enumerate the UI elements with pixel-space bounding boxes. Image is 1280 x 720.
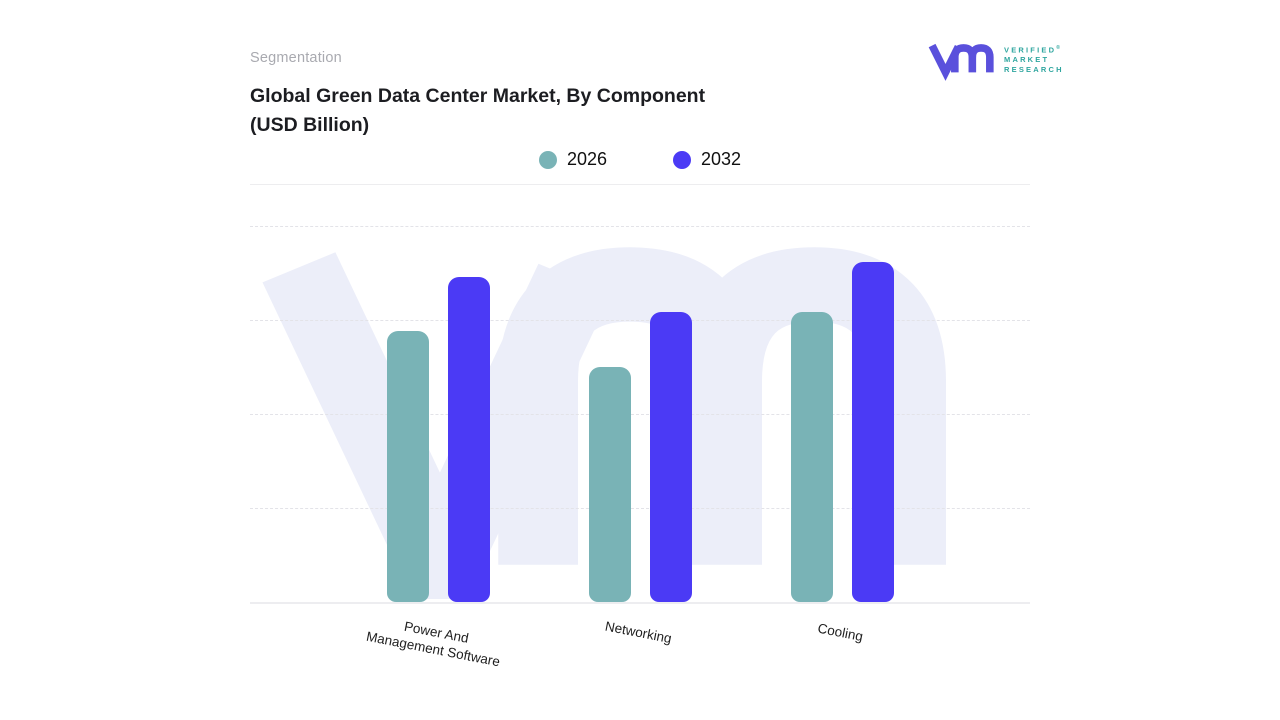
legend-label: 2032 <box>701 149 742 169</box>
gridline <box>250 320 1030 321</box>
bar-2032-group1[interactable] <box>447 276 490 602</box>
legend-item-2032[interactable]: 2032 <box>673 149 741 170</box>
wordmark-line-2: MARKET <box>1004 55 1050 64</box>
legend-label: 2026 <box>566 149 607 169</box>
bar-2032-group2[interactable] <box>649 312 692 602</box>
bar-2026-group2[interactable] <box>588 367 631 602</box>
vm-monogram-icon <box>928 43 994 81</box>
bar-2026-group3[interactable] <box>790 312 833 602</box>
page-title: Global Green Data Center Market, By Comp… <box>250 85 706 136</box>
x-axis-label-group3: Cooling <box>816 620 865 645</box>
bar-2026-group1[interactable] <box>386 331 429 602</box>
plot-area <box>250 226 1030 604</box>
gridline <box>250 226 1030 227</box>
eyebrow-label: Segmentation <box>250 50 342 66</box>
x-axis-label-group1: Power And Management Software <box>365 618 502 670</box>
x-axis-labels: Power And Management Software Networking C… <box>250 618 1030 710</box>
wordmark-line-3: RESEARCH <box>1004 64 1064 74</box>
header-separator <box>250 184 1030 185</box>
x-axis-label-group2: Networking <box>603 618 673 647</box>
legend: 2026 2032 <box>250 149 1030 170</box>
bar-2032-group3[interactable] <box>851 261 894 602</box>
wordmark-line-1: VERIFIED® <box>1004 45 1060 55</box>
gridline <box>250 508 1030 509</box>
legend-item-2026[interactable]: 2026 <box>538 149 607 170</box>
brand-logo: VERIFIED® MARKET RESEARCH <box>928 37 1064 81</box>
brand-wordmark: VERIFIED® MARKET RESEARCH <box>1004 44 1064 74</box>
legend-swatch-icon <box>673 150 691 169</box>
registered-mark: ® <box>1056 45 1060 51</box>
gridline <box>250 414 1030 415</box>
x-axis-line <box>250 602 1030 604</box>
legend-swatch-icon <box>538 150 557 169</box>
